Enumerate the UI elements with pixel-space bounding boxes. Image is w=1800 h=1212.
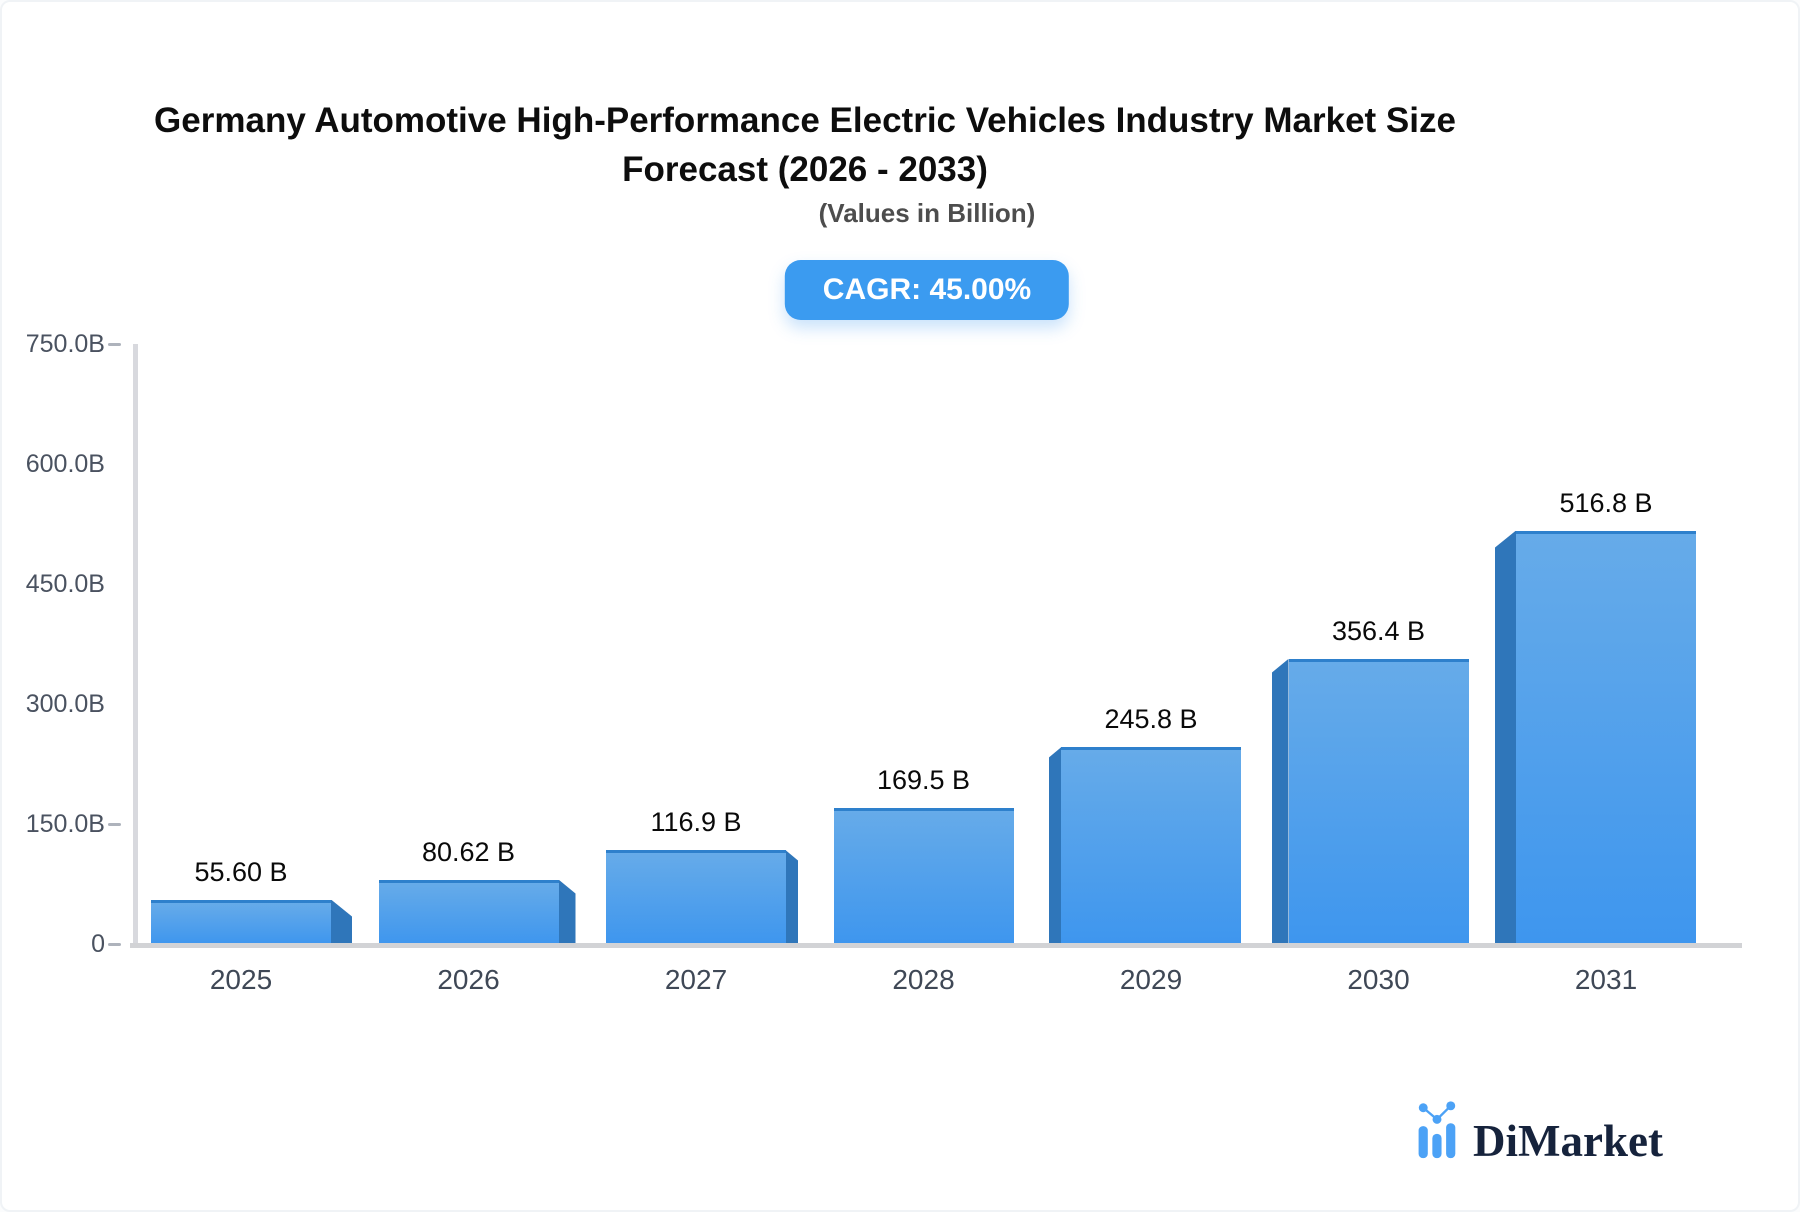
bar-value-label: 55.60 B [194,856,288,887]
y-axis-tick-label: 0 [91,930,105,958]
bar-side-face [1271,658,1289,944]
x-axis-line [130,943,1742,948]
brand-logo: DiMarket [1414,1100,1663,1166]
mini-bar-chart-icon [1418,1101,1456,1159]
y-axis-tick-label: 750.0B [25,330,105,358]
y-axis-tick-label: 600.0B [25,450,105,478]
chart-title: Germany Automotive High-Performance Elec… [154,96,1456,194]
y-axis-tick-label: 450.0B [25,570,105,598]
x-axis-label-2025: 2025 [209,964,273,995]
x-axis-label-2029: 2029 [1119,964,1183,995]
chart-title-line2: Forecast (2026 - 2033) [622,150,988,189]
brand-name: DiMarket [1473,1115,1663,1166]
bar-value-label: 516.8 B [1559,487,1653,518]
bar-value-label: 245.8 B [1104,704,1198,735]
chart-subtitle: (Values in Billion) [818,198,1036,228]
bar-2028[interactable] [833,808,1014,944]
bar-side-face [558,879,576,944]
y-axis-tick-mark [108,342,121,346]
y-axis-tick-mark [108,942,121,946]
x-axis-label-2030: 2030 [1347,964,1410,995]
bar-value-label: 116.9 B [650,807,742,838]
y-axis-line [133,344,138,948]
y-axis-tick-mark [108,822,121,826]
bar-2027[interactable] [606,850,786,944]
bar-2026[interactable] [378,879,559,944]
bar-2031[interactable] [1516,530,1696,944]
y-axis-tick-label: 300.0B [25,690,105,718]
bar-value-label: 80.62 B [421,836,516,867]
bar-side-face [1495,530,1516,944]
bar-value-label: 356.4 B [1331,615,1426,646]
x-axis-label-2028: 2028 [892,964,955,995]
bar-2029[interactable] [1061,747,1241,944]
y-axis-tick-label: 150.0B [25,810,105,838]
bar-2025[interactable] [151,899,331,944]
x-axis-label-2026: 2026 [437,964,500,995]
bar-value-label: 169.5 B [876,765,971,796]
bar-side-face [786,850,798,944]
chart-title-line1: Germany Automotive High-Performance Elec… [154,101,1456,140]
bar-2030[interactable] [1288,658,1469,944]
cagr-badge: CAGR: 45.00% [784,260,1070,320]
x-axis-label-2027: 2027 [664,964,728,995]
bar-side-face [331,899,352,944]
bar-side-face [1049,747,1061,944]
x-axis-label-2031: 2031 [1574,964,1638,995]
